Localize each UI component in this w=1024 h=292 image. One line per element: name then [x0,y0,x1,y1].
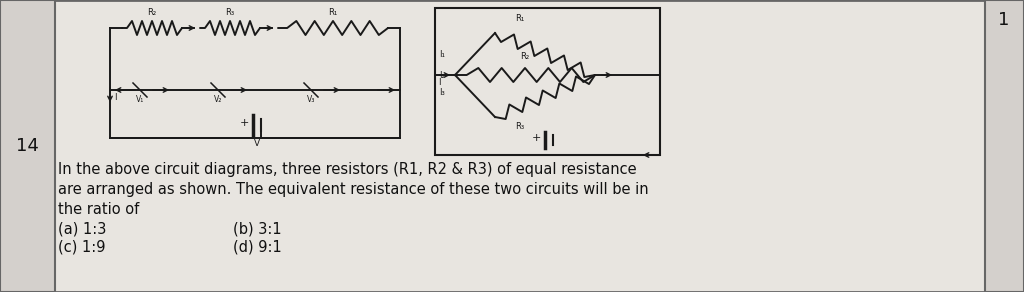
Text: (a) 1:3: (a) 1:3 [58,222,106,237]
Bar [435,8,660,155]
Text: V: V [254,138,260,147]
Text: 1: 1 [998,11,1010,29]
Text: I₃: I₃ [439,88,445,97]
Bar [0,0,55,292]
Text: V₃: V₃ [307,95,315,104]
Text: I₁: I₁ [439,50,445,59]
Text: I: I [114,93,117,102]
Text: (c) 1:9: (c) 1:9 [58,240,105,255]
Text: R₁: R₁ [515,14,524,23]
Text: 14: 14 [15,137,39,155]
Text: I₂: I₂ [439,71,445,80]
Bar [985,0,1024,292]
Text: I: I [438,78,440,87]
Text: +: + [240,118,249,128]
Text: are arranged as shown. The equivalent resistance of these two circuits will be i: are arranged as shown. The equivalent re… [58,182,648,197]
Text: +: + [531,133,541,143]
Text: (b) 3:1: (b) 3:1 [233,222,282,237]
Text: V₁: V₁ [136,95,144,104]
Text: R₂: R₂ [520,52,529,61]
Text: R₃: R₃ [225,8,234,17]
Text: In the above circuit diagrams, three resistors (R1, R2 & R3) of equal resistance: In the above circuit diagrams, three res… [58,162,637,177]
Text: V₂: V₂ [214,95,222,104]
Text: R₁: R₁ [329,8,338,17]
Text: R₃: R₃ [515,122,524,131]
Text: (d) 9:1: (d) 9:1 [233,240,282,255]
Text: R₂: R₂ [147,8,157,17]
Text: the ratio of: the ratio of [58,202,139,217]
